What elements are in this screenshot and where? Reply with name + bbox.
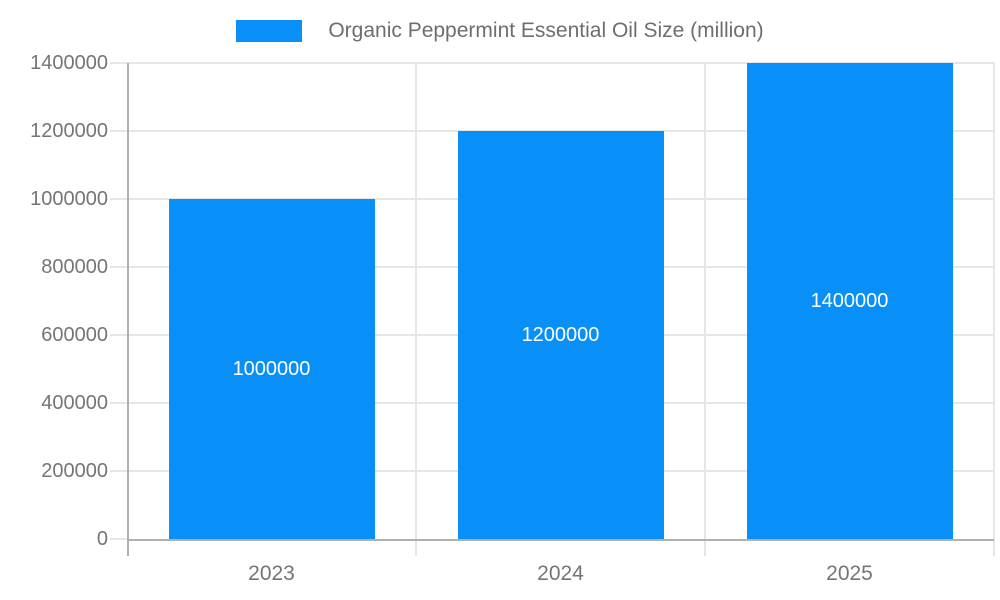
y-tick-label: 1400000 [30, 52, 108, 74]
y-tick-label: 1200000 [30, 120, 108, 142]
y-axis-tick [110, 538, 127, 540]
y-tick-label: 800000 [41, 256, 108, 278]
y-axis-line [127, 63, 129, 556]
bar-value-label: 1200000 [521, 324, 600, 346]
x-gridline [704, 63, 706, 556]
bar-value-label: 1000000 [232, 358, 311, 380]
y-tick-label: 400000 [41, 392, 108, 414]
bar [168, 199, 375, 539]
x-tick-label: 2025 [826, 562, 873, 585]
x-gridline [415, 63, 417, 556]
y-gridline [110, 62, 994, 64]
y-tick-label: 1000000 [30, 188, 108, 210]
x-axis-line [127, 539, 994, 541]
y-tick-label: 200000 [41, 460, 108, 482]
y-tick-label: 600000 [41, 324, 108, 346]
y-tick-label: 0 [96, 528, 108, 550]
bar-value-label: 1400000 [810, 290, 889, 312]
legend-swatch [236, 20, 303, 42]
x-tick-label: 2024 [537, 562, 584, 585]
bar [457, 131, 664, 539]
x-gridline [993, 63, 995, 556]
legend: Organic Peppermint Essential Oil Size (m… [0, 18, 1000, 44]
bar [746, 63, 953, 539]
x-tick-label: 2023 [248, 562, 295, 585]
legend-label: Organic Peppermint Essential Oil Size (m… [328, 19, 764, 42]
